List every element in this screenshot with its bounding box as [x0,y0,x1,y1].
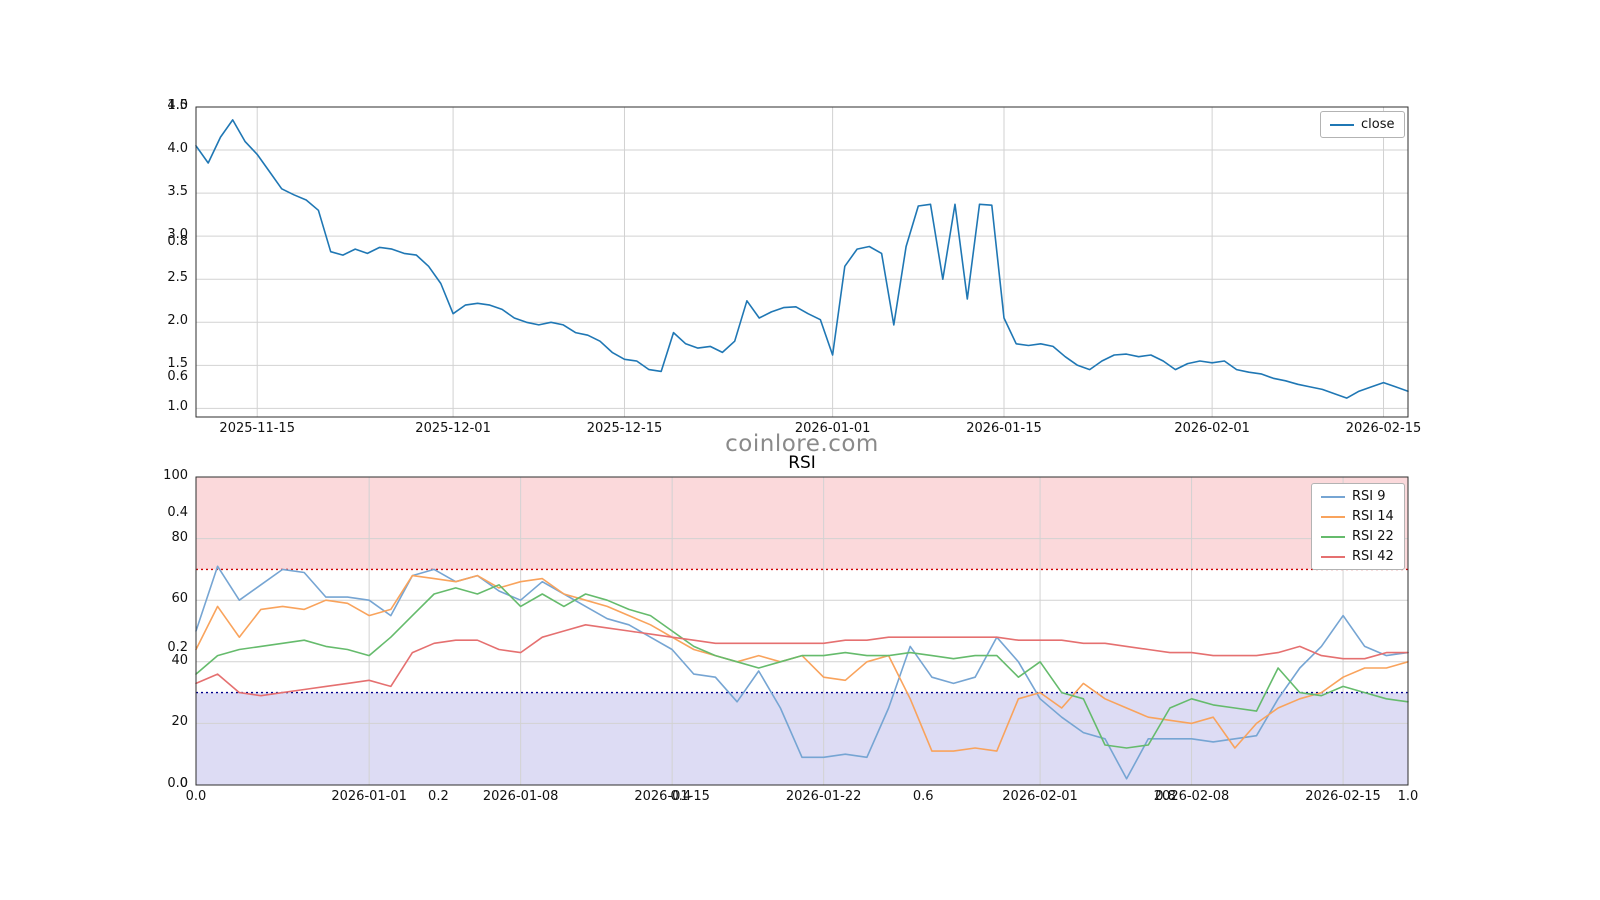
rsi-22-line-sample-icon [1321,535,1345,538]
y-tick-label: 60 [171,591,188,607]
overlay-x-tick-label: 0.0 [185,789,207,804]
y-tick-label: 1.5 [167,356,188,372]
overlay-x-tick-label: 0.6 [912,789,934,804]
legend-entry-rsi-42: RSI 42 [1321,549,1394,564]
y-tick-label: 40 [171,652,188,668]
series-line-rsi-9 [195,565,1409,780]
x-tick-label: 2026-02-15 [1345,421,1422,436]
series-line-rsi-22 [195,583,1409,749]
overlay-y-tick-label: 0.6 [167,369,188,385]
y-tick-label: 1.0 [167,399,188,415]
y-tick-label: 2.0 [167,313,188,329]
rsi-9-line-sample-icon [1321,495,1345,498]
x-tick-label: 2026-02-15 [1305,789,1381,804]
watermark: coinlore.com [725,431,879,457]
overlay-y-tick-label: 0.0 [167,776,188,791]
x-tick-label: 2026-02-01 [1002,789,1078,804]
legend-entry-rsi-9: RSI 9 [1321,489,1394,504]
x-tick-label: 2025-12-15 [586,421,663,436]
rsi-42-line-sample-icon [1321,555,1345,558]
x-tick-label: 2025-12-01 [415,421,491,436]
overlay-y-tick-label: 0.4 [167,504,188,520]
y-tick-label: 4.5 [167,98,188,113]
close-line-sample-icon [1330,123,1354,126]
overlay-x-tick-label: 0.8 [1155,789,1176,804]
overlay-y-tick-label: 1.0 [167,98,188,113]
axes-border [195,476,1409,786]
y-tick-label: 4.0 [167,141,188,157]
overbought-band [196,477,1408,570]
x-tick-label: 2026-01-01 [331,789,407,804]
price-legend: close [1320,111,1406,138]
y-tick-label: 80 [171,529,188,545]
overlay-x-tick-label: 1.0 [1397,789,1419,804]
rsi-legend: RSI 9 RSI 14 RSI 22 RSI 42 [1311,483,1405,570]
x-tick-label: 2026-01-01 [794,421,871,436]
rsi-9-legend-label: RSI 9 [1352,489,1386,504]
overlay-x-tick-label: 0.4 [670,789,692,804]
series-line-rsi-42 [195,623,1409,697]
x-tick-label: 2026-01-15 [966,421,1042,436]
x-tick-label: 2026-01-08 [482,789,559,804]
rsi-14-legend-label: RSI 14 [1352,509,1394,524]
y-tick-label: 2.5 [167,270,188,286]
overlay-x-tick-label: 0.2 [428,789,449,804]
x-tick-label: 2026-02-01 [1174,421,1250,436]
y-tick-label: 0 [179,776,188,791]
y-tick-label: 3.0 [167,227,188,243]
close-legend-label: close [1361,117,1395,132]
x-tick-label: 2026-02-08 [1153,789,1230,804]
x-tick-label: 2026-01-22 [785,789,862,804]
series-line-close [195,119,1409,399]
overlay-y-tick-label: 0.2 [167,640,188,656]
y-tick-label: 3.5 [167,184,188,200]
rsi-14-line-sample-icon [1321,515,1345,518]
legend-entry-close: close [1330,117,1394,132]
overlay-y-tick-label: 0.8 [167,233,188,249]
legend-entry-rsi-14: RSI 14 [1321,509,1394,524]
y-tick-label: 20 [171,714,188,730]
oversold-band [196,692,1408,785]
rsi-title: RSI [788,453,816,473]
legend-entry-rsi-22: RSI 22 [1321,529,1394,544]
axes-border [195,106,1409,418]
x-tick-label: 2025-11-15 [219,421,295,436]
y-tick-label: 100 [163,468,188,483]
x-tick-label: 2026-01-15 [634,789,710,804]
rsi-22-legend-label: RSI 22 [1352,529,1394,544]
rsi-42-legend-label: RSI 42 [1352,549,1394,564]
